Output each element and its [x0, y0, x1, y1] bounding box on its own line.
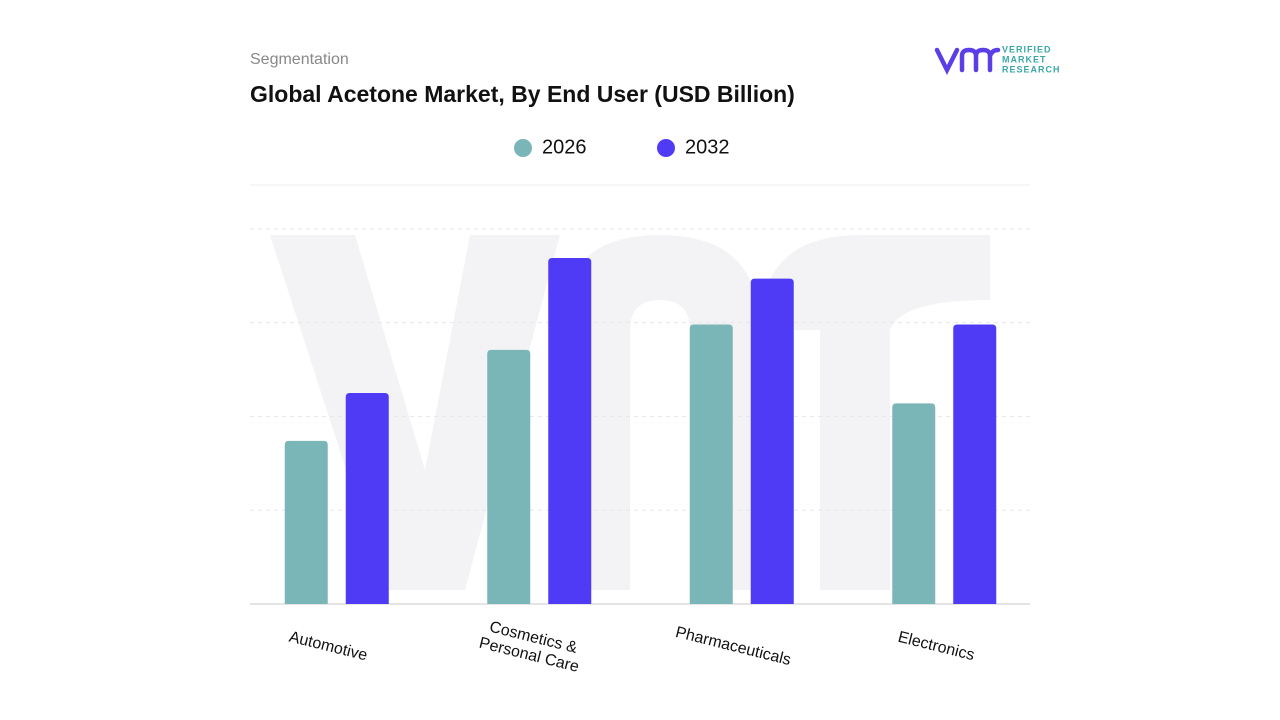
section-label: Segmentation [250, 51, 349, 68]
logo-mark [934, 47, 1001, 76]
legend-label: 2032 [685, 136, 730, 158]
bar [487, 349, 531, 604]
bar [284, 440, 328, 604]
legend-marker [657, 139, 675, 157]
legend-label: 2026 [542, 136, 587, 158]
legend-marker [514, 139, 532, 157]
chart-title: Global Acetone Market, By End User (USD … [250, 81, 795, 107]
logo-text: MARKET [1002, 54, 1047, 64]
bar [548, 257, 592, 604]
logo-text: VERIFIED [1002, 44, 1052, 54]
bar [689, 324, 733, 604]
logo-text: RESEARCH [1002, 64, 1061, 74]
bar [953, 324, 997, 604]
bar [345, 393, 389, 604]
logo: VERIFIED MARKET RESEARCH [934, 44, 1061, 76]
bar [750, 278, 794, 604]
bar [892, 403, 936, 604]
